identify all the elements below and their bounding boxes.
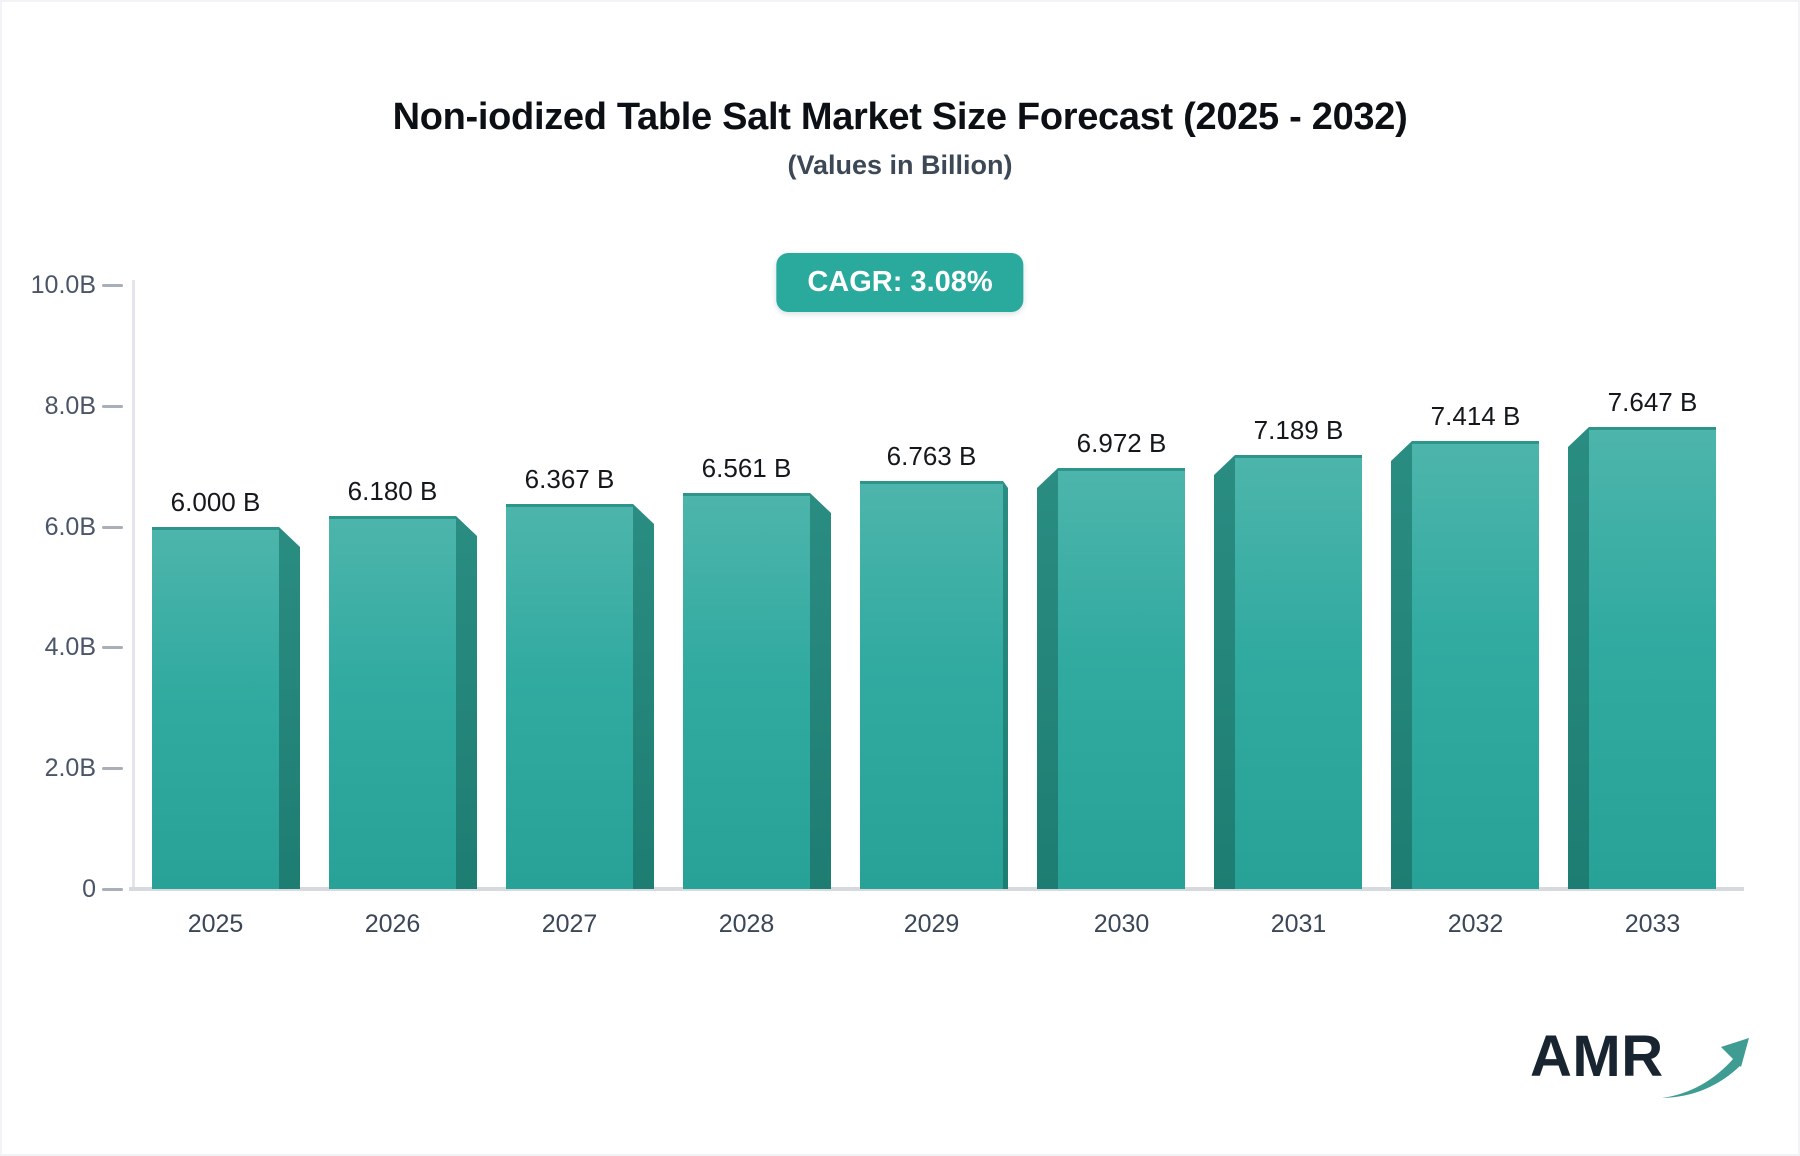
- bar-2033: 7.647 B 2033: [1568, 387, 1716, 938]
- y-tick-mark: [102, 646, 123, 650]
- bar-side-shade: [1391, 441, 1412, 889]
- y-tick-mark: [102, 525, 123, 529]
- bar-face: [683, 493, 810, 889]
- y-axis-line: [132, 280, 135, 889]
- bar-2030: 6.972 B 2030: [1037, 428, 1185, 938]
- x-tick-label: 2029: [903, 910, 960, 938]
- bar-face: [506, 504, 633, 889]
- chart-title: Non-iodized Table Salt Market Size Forec…: [392, 96, 1408, 138]
- chart-subtitle: (Values in Billion): [787, 150, 1013, 180]
- y-tick-label: 6.0B: [44, 512, 96, 541]
- y-tick-label: 4.0B: [44, 633, 96, 662]
- bar-value-label: 6.180 B: [347, 476, 438, 506]
- x-tick-label: 2030: [1093, 910, 1150, 938]
- bar-side-shade: [279, 527, 300, 889]
- x-tick-label: 2026: [364, 910, 421, 938]
- bar-side-shade: [1037, 468, 1058, 889]
- bar-value-label: 6.367 B: [524, 464, 615, 494]
- bar-2029: 6.763 B 2029: [860, 441, 1008, 938]
- y-tick-label: 8.0B: [44, 391, 96, 420]
- y-tick-mark: [102, 767, 123, 771]
- y-tick-mark: [102, 284, 123, 287]
- bar-side-shade: [1568, 427, 1589, 889]
- bar-plot-area: 6.000 B 2025 6.180 B 2026 6.367 B 2027 6.561 B…: [152, 285, 1716, 938]
- cagr-badge: CAGR: 3.08%: [776, 253, 1024, 312]
- y-tick-label: 0: [82, 875, 96, 903]
- bar-face: [152, 527, 279, 889]
- bar-2025: 6.000 B 2025: [152, 487, 300, 938]
- bar-face: [860, 481, 1003, 889]
- bar-side-shade: [456, 516, 477, 889]
- y-tick-mark: [102, 888, 123, 891]
- bar-face: [1412, 441, 1539, 889]
- bar-face: [1235, 455, 1362, 889]
- bar-side-shade: [810, 493, 831, 889]
- x-tick-label: 2031: [1270, 910, 1327, 938]
- x-tick-label: 2025: [187, 910, 244, 938]
- bar-value-label: 6.000 B: [170, 487, 261, 517]
- y-tick-mark: [102, 404, 123, 408]
- bar-2027: 6.367 B 2027: [506, 464, 654, 938]
- bar-face: [1058, 468, 1185, 889]
- bar-2028: 6.561 B 2028: [683, 453, 831, 938]
- amr-logo-text: AMR: [1530, 1024, 1664, 1089]
- bar-side-shade: [633, 504, 654, 889]
- bar-2026: 6.180 B 2026: [329, 476, 477, 938]
- bar-value-label: 6.972 B: [1076, 428, 1167, 458]
- y-tick-label: 10.0B: [30, 271, 96, 299]
- bar-2031: 7.189 B 2031: [1214, 415, 1362, 938]
- bar-value-label: 7.414 B: [1430, 401, 1521, 431]
- x-tick-label: 2027: [541, 910, 598, 938]
- bar-side-shade: [1003, 481, 1008, 889]
- growth-arrow-icon: [1661, 1038, 1749, 1098]
- bar-value-label: 7.189 B: [1253, 415, 1344, 445]
- bar-value-label: 6.763 B: [886, 441, 977, 471]
- bar-face: [1589, 427, 1716, 889]
- y-tick-label: 2.0B: [44, 754, 96, 783]
- bar-side-shade: [1214, 455, 1235, 889]
- bar-2032: 7.414 B 2032: [1391, 401, 1539, 938]
- x-tick-label: 2028: [718, 910, 775, 938]
- bar-value-label: 7.647 B: [1607, 387, 1698, 417]
- bar-value-label: 6.561 B: [701, 453, 792, 483]
- x-axis-baseline: [129, 887, 1744, 891]
- x-tick-label: 2032: [1447, 910, 1504, 938]
- amr-logo: AMR: [1530, 1028, 1750, 1104]
- bar-face: [329, 516, 456, 889]
- x-tick-label: 2033: [1624, 910, 1681, 938]
